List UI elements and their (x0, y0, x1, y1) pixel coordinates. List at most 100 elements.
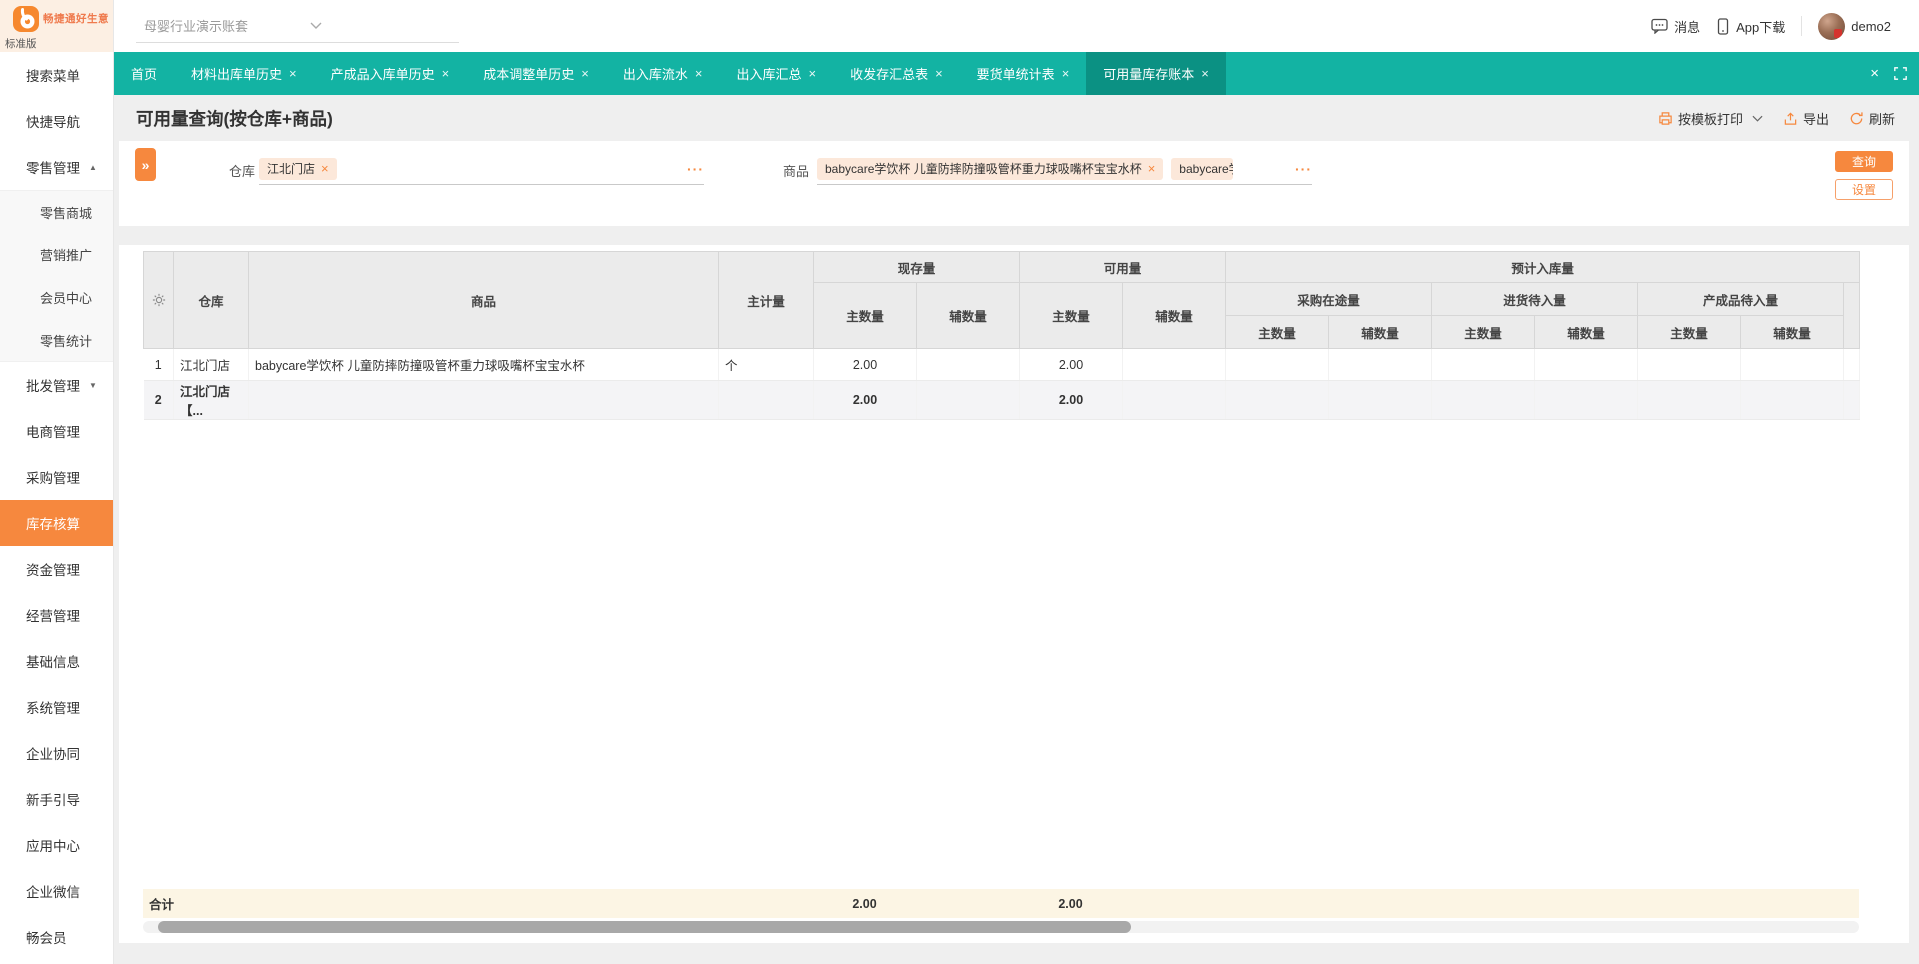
product-tag-truncated: babycare学 (1171, 157, 1234, 180)
sidebar-item-base-info[interactable]: 基础信息 (26, 655, 80, 670)
app-download-button[interactable]: App下载 (1716, 17, 1785, 36)
col-header-aux-qty: 辅数量 (1122, 282, 1227, 349)
sidebar-item-quick-nav[interactable]: 快捷导航 (26, 115, 80, 130)
remove-tag-icon[interactable]: × (1147, 161, 1156, 176)
tab-close-icon[interactable]: × (694, 66, 703, 81)
filter-actions: 查询 设置 (1835, 151, 1893, 200)
table-empty-area (143, 420, 1909, 889)
refresh-button[interactable]: 刷新 (1849, 109, 1895, 128)
table-row-subtotal[interactable]: 2 江北门店【... 2.00 2.00 (143, 380, 1861, 420)
sidebar-item-system-mgmt[interactable]: 系统管理 (26, 701, 80, 716)
cell-on-hand-main: 2.00 (813, 348, 917, 381)
fullscreen-icon[interactable] (1894, 67, 1907, 80)
export-button[interactable]: 导出 (1783, 109, 1829, 128)
col-header-stub (1843, 282, 1861, 349)
collapse-panel-button[interactable]: » (135, 148, 156, 181)
account-name: 母婴行业演示账套 (144, 19, 249, 34)
row-index: 2 (143, 380, 174, 420)
topbar: 母婴行业演示账套 消息 App下载 demo2 (114, 0, 1919, 52)
total-label: 合计 (143, 889, 249, 918)
table-row[interactable]: 1 江北门店 babycare学饮杯 儿童防摔防撞吸管杯重力球吸嘴杯宝宝水杯 个… (143, 348, 1861, 381)
more-options-icon[interactable]: ··· (1295, 160, 1312, 177)
sidebar-item-marketing[interactable]: 营销推广 (0, 233, 113, 276)
col-header-aux-qty: 辅数量 (1328, 315, 1433, 349)
tab-inout-summary[interactable]: 出入库汇总 × (736, 66, 817, 82)
column-settings-header[interactable] (143, 251, 174, 349)
group-header-on-hand: 现存量 (812, 251, 1021, 283)
sidebar-item-purchase-mgmt[interactable]: 采购管理 (26, 471, 80, 486)
col-header-main-qty: 主数量 (1225, 315, 1330, 349)
divider (1801, 16, 1803, 36)
sidebar-item-chang-member[interactable]: 畅会员 (26, 931, 67, 946)
sidebar-item-retail-mgmt[interactable]: 零售管理 ▲ (26, 161, 97, 176)
page-title: 可用量查询(按仓库+商品) (136, 108, 333, 129)
logo-block: 畅捷通好生意 标准版 (0, 0, 113, 52)
more-options-icon[interactable]: ··· (687, 160, 704, 177)
sidebar-item-wecom[interactable]: 企业微信 (26, 885, 80, 900)
col-header-aux-qty: 辅数量 (1740, 315, 1845, 349)
sidebar-item-ecommerce-mgmt[interactable]: 电商管理 (26, 425, 80, 440)
horizontal-scrollbar[interactable] (143, 921, 1859, 933)
tab-close-icon[interactable]: × (289, 66, 297, 81)
tabbar-actions: × (1870, 52, 1919, 95)
settings-button[interactable]: 设置 (1835, 179, 1893, 200)
warehouse-filter-label: 仓库 (229, 164, 256, 179)
avatar (1818, 12, 1846, 40)
remove-tag-icon[interactable]: × (321, 161, 329, 176)
sidebar-item-funds-mgmt[interactable]: 资金管理 (26, 563, 80, 578)
sidebar-item-inventory-accounting[interactable]: 库存核算 (0, 500, 113, 546)
double-chevron-right-icon: » (141, 156, 150, 173)
account-selector[interactable]: 母婴行业演示账套 (136, 9, 459, 43)
tab-cost-adjust-history[interactable]: 成本调整单历史 × (483, 66, 589, 82)
print-by-template-button[interactable]: 按模板打印 (1658, 109, 1763, 128)
tab-close-icon[interactable]: × (1201, 66, 1209, 81)
tab-inout-flow[interactable]: 出入库流水 × (622, 66, 703, 82)
cell-on-hand-aux (916, 380, 1021, 420)
tab-close-icon[interactable]: × (935, 66, 943, 81)
export-icon (1784, 111, 1797, 125)
availability-table: 仓库 商品 主计量 现存量 可用量 预计入库量 主数量 辅数量 主数量 辅数量 … (143, 251, 1861, 420)
cell-on-hand-main: 2.00 (813, 380, 917, 420)
message-icon (1651, 18, 1668, 34)
group-header-purchase-in-transit: 采购在途量 (1225, 282, 1433, 316)
filter-panel: » 仓库 江北门店 × ··· 商品 babycare学饮杯 儿童防摔防撞吸管杯… (119, 141, 1909, 226)
query-button[interactable]: 查询 (1835, 151, 1893, 172)
refresh-icon (1850, 111, 1863, 124)
tab-close-icon[interactable]: × (1061, 66, 1070, 81)
sidebar-item-operation-mgmt[interactable]: 经营管理 (26, 609, 80, 624)
tab-close-icon[interactable]: × (441, 66, 450, 81)
page-head: 可用量查询(按仓库+商品) 按模板打印 导出 刷新 (114, 95, 1919, 141)
tab-requisition-stats[interactable]: 要货单统计表 × (976, 66, 1070, 82)
sidebar-item-retail-mall[interactable]: 零售商城 (0, 190, 113, 233)
sidebar-item-member-center[interactable]: 会员中心 (0, 276, 113, 319)
tab-available-stock-ledger[interactable]: 可用量库存账本 × (1086, 52, 1226, 95)
tab-close-icon[interactable]: × (808, 66, 817, 81)
col-header-product: 商品 (248, 251, 719, 349)
sidebar-item-enterprise-collab[interactable]: 企业协同 (26, 747, 80, 762)
product-filter-field[interactable]: babycare学饮杯 儿童防摔防撞吸管杯重力球吸嘴杯宝宝水杯 × babyca… (817, 153, 1312, 185)
sidebar-item-retail-stats[interactable]: 零售统计 (0, 319, 113, 362)
cell-warehouse: 江北门店【... (173, 380, 249, 420)
sidebar-nav: 搜索菜单 快捷导航 零售管理 ▲ 零售商城 营销推广 会员中心 零售统计 批发管理… (0, 52, 113, 964)
warehouse-filter-field[interactable]: 江北门店 × ··· (259, 153, 704, 185)
col-header-main-qty: 主数量 (1019, 282, 1124, 349)
sidebar-item-wholesale-mgmt[interactable]: 批发管理 ▼ (26, 379, 97, 394)
sidebar: 畅捷通好生意 标准版 搜索菜单 快捷导航 零售管理 ▲ 零售商城 营销推广 会员中… (0, 0, 114, 964)
topbar-right: 消息 App下载 demo2 (1651, 12, 1891, 40)
messages-button[interactable]: 消息 (1651, 17, 1700, 36)
sidebar-item-search-menu[interactable]: 搜索菜单 (26, 69, 80, 84)
tab-receive-send-summary[interactable]: 收发存汇总表 × (850, 66, 943, 82)
tab-close-icon[interactable]: × (581, 66, 589, 81)
chevron-up-icon: ▲ (89, 162, 97, 172)
tab-material-outbound-history[interactable]: 材料出库单历史 × (191, 66, 297, 82)
user-menu[interactable]: demo2 (1818, 12, 1891, 40)
close-all-tabs-icon[interactable]: × (1870, 65, 1879, 82)
gear-icon (152, 293, 165, 307)
scrollbar-thumb[interactable] (158, 921, 1131, 933)
tab-home[interactable]: 首页 (131, 67, 158, 82)
sidebar-item-newbie-guide[interactable]: 新手引导 (26, 793, 80, 808)
tab-finished-inbound-history[interactable]: 产成品入库单历史 × (330, 66, 450, 82)
sidebar-item-app-center[interactable]: 应用中心 (26, 839, 80, 854)
col-header-aux-qty: 辅数量 (915, 282, 1021, 349)
